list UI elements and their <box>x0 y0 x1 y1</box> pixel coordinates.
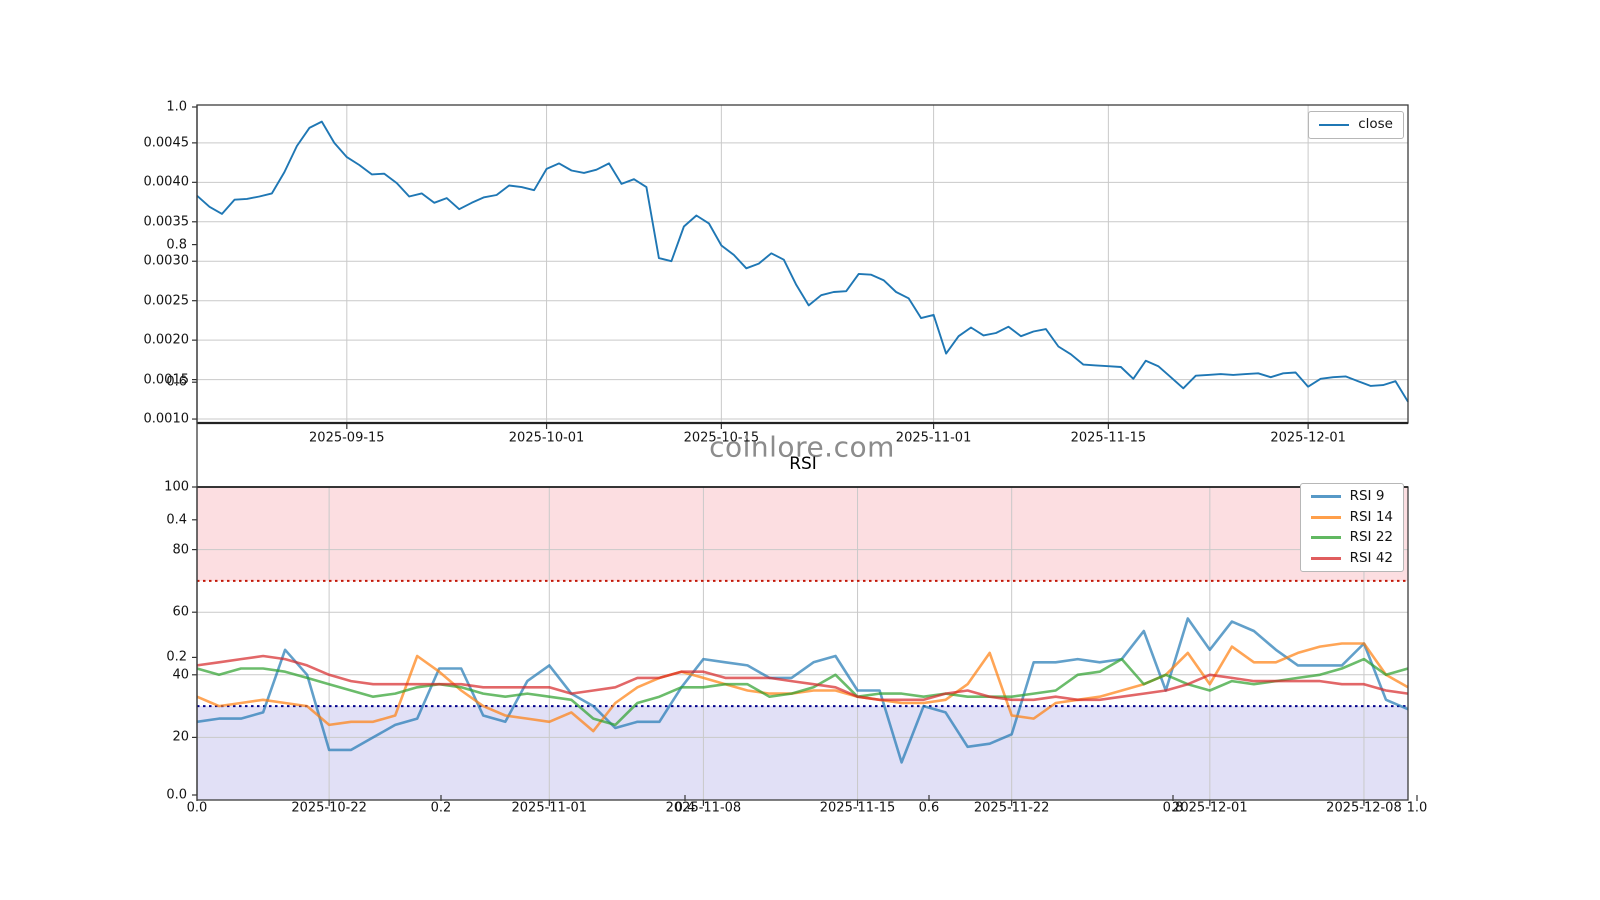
legend-label-rsi42: RSI 42 <box>1349 549 1393 566</box>
overlay-xtick-label: 0.2 <box>430 800 452 816</box>
price-ytick-label: 0.0015 <box>143 372 190 388</box>
overlay-xtick-label: 1.0 <box>1406 800 1428 816</box>
overlay-xtick-label: 0.0 <box>186 800 208 816</box>
price-ytick-label: 0.0010 <box>143 411 190 427</box>
rsi-ytick-label: 100 <box>164 479 189 495</box>
overlay-xtick-label: 0.6 <box>918 800 940 816</box>
price-ytick-label: 0.0045 <box>143 135 190 151</box>
rsi14-line-swatch <box>1310 515 1341 519</box>
legend-label-rsi9: RSI 9 <box>1349 488 1385 504</box>
overlay-ytick-label: 0.4 <box>166 512 187 528</box>
price-ytick-label: 0.0025 <box>143 293 190 309</box>
price-ytick-label: 0.0030 <box>143 253 190 269</box>
rsi-ytick-label: 60 <box>172 604 189 620</box>
overlay-xtick-label: 0.8 <box>1162 800 1184 816</box>
price-ytick-label: 0.0035 <box>143 214 190 230</box>
price-xtick-label: 2025-11-01 <box>895 430 972 446</box>
price-ytick-label: 0.0020 <box>143 332 190 348</box>
overlay-ytick-label: 0.0 <box>166 787 187 803</box>
rsi42-line-swatch <box>1310 556 1341 560</box>
rsi-chart-title: RSI <box>789 454 817 474</box>
rsi14-line <box>196 642 1409 733</box>
legend-item-rsi14: RSI 14 <box>1310 508 1393 525</box>
rsi-xtick-label: 2025-11-08 <box>665 800 742 816</box>
rsi42-line <box>196 654 1409 702</box>
rsi-xtick-label: 2025-12-01 <box>1172 800 1248 816</box>
rsi9-line <box>196 617 1409 764</box>
rsi-xtick-label: 2025-12-08 <box>1326 800 1402 816</box>
price-ytick-label: 0.0040 <box>143 174 190 190</box>
watermark: coinlore.com <box>709 430 895 464</box>
rsi-ytick-label: 80 <box>172 542 189 558</box>
legend-label-close: close <box>1358 116 1393 132</box>
rsi-xtick-label: 2025-11-22 <box>973 800 1050 816</box>
legend-item-close: close <box>1319 116 1393 132</box>
overlay-ytick-label: 1.0 <box>166 99 187 115</box>
legend-label-rsi14: RSI 14 <box>1349 508 1393 525</box>
oversold-zone <box>197 706 1408 800</box>
rsi-ytick-label: 40 <box>172 667 189 683</box>
price-legend: close <box>1308 111 1404 139</box>
overlay-ytick-label: 0.6 <box>166 374 187 390</box>
price-xtick-label: 2025-10-15 <box>683 430 760 446</box>
rsi-xtick-label: 2025-11-01 <box>511 800 588 816</box>
rsi22-line <box>196 657 1409 727</box>
overbought-zone <box>197 487 1408 581</box>
legend-item-rsi22: RSI 22 <box>1310 529 1393 545</box>
close-line <box>196 120 1409 403</box>
price-xtick-label: 2025-09-15 <box>309 430 385 446</box>
overlay-ytick-label: 0.8 <box>166 237 187 253</box>
legend-label-rsi22: RSI 22 <box>1349 529 1393 545</box>
rsi22-line-swatch <box>1310 536 1341 540</box>
price-xtick-label: 2025-11-15 <box>1070 430 1147 446</box>
rsi9-line-swatch <box>1310 495 1341 499</box>
legend-item-rsi9: RSI 9 <box>1310 488 1393 504</box>
rsi-ytick-label: 20 <box>172 729 189 745</box>
rsi-xtick-label: 2025-11-15 <box>819 800 896 816</box>
price-xtick-label: 2025-12-01 <box>1270 430 1346 446</box>
rsi-xtick-label: 2025-10-22 <box>291 800 367 816</box>
rsi-legend: RSI 9 RSI 14 RSI 22 RSI 42 <box>1299 483 1404 572</box>
legend-item-rsi42: RSI 42 <box>1310 549 1393 566</box>
overlay-xtick-label: 0.4 <box>674 800 696 816</box>
overlay-ytick-label: 0.2 <box>166 649 187 665</box>
close-line-swatch <box>1319 123 1350 126</box>
price-xtick-label: 2025-10-01 <box>508 430 585 446</box>
